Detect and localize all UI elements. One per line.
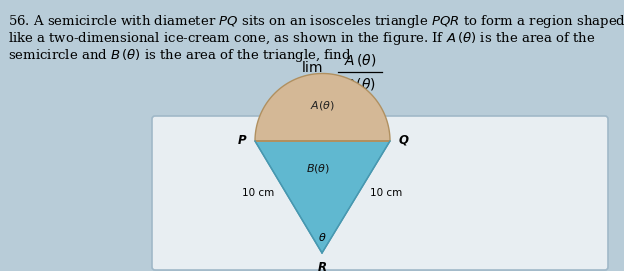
Text: P: P — [237, 134, 246, 147]
Text: R: R — [318, 261, 326, 271]
Text: like a two-dimensional ice-cream cone, as shown in the figure. If $A\,(\theta)$ : like a two-dimensional ice-cream cone, a… — [8, 30, 595, 47]
Text: $\theta$: $\theta$ — [318, 231, 326, 243]
Text: $\theta \to 0^+$: $\theta \to 0^+$ — [297, 75, 331, 88]
Text: $\lim$: $\lim$ — [301, 60, 323, 75]
Text: Q: Q — [399, 134, 409, 147]
Text: semicircle and $B\,(\theta)$ is the area of the triangle, find: semicircle and $B\,(\theta)$ is the area… — [8, 47, 352, 64]
Text: $B(\theta)$: $B(\theta)$ — [306, 162, 331, 175]
Text: 10 cm: 10 cm — [370, 188, 402, 198]
Polygon shape — [255, 73, 390, 141]
Text: 56. A semicircle with diameter $PQ$ sits on an isosceles triangle $PQR$ to form : 56. A semicircle with diameter $PQ$ sits… — [8, 13, 624, 30]
FancyBboxPatch shape — [152, 116, 608, 270]
Text: $B\,(\theta)$: $B\,(\theta)$ — [344, 76, 376, 92]
Text: 10 cm: 10 cm — [242, 188, 275, 198]
Text: $A\,(\theta)$: $A\,(\theta)$ — [344, 52, 376, 68]
Polygon shape — [255, 141, 390, 253]
Text: $A(\theta)$: $A(\theta)$ — [310, 99, 335, 112]
